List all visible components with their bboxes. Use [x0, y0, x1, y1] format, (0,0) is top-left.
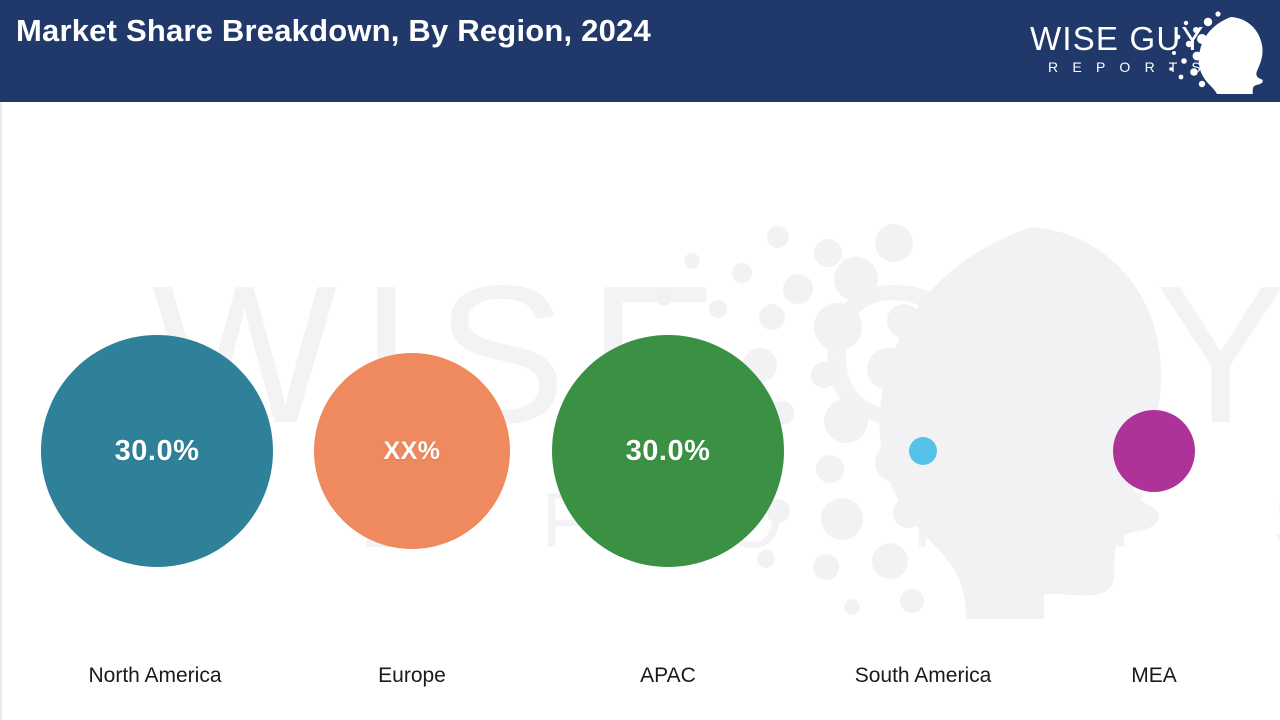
bubble-value-north-america: 30.0%: [114, 434, 200, 467]
chart-canvas: WISE GUY R E P O R T S: [0, 102, 1280, 720]
category-label-europe: Europe: [378, 664, 446, 687]
bubble-value-apac: 30.0%: [625, 434, 711, 467]
bubble-plot: 30.0% XX% 30.0%: [2, 102, 1280, 720]
bubble-europe[interactable]: XX%: [314, 353, 510, 549]
svg-text:R E P O R T S: R E P O R T S: [1048, 59, 1206, 75]
category-label-apac: APAC: [640, 664, 696, 687]
svg-text:WISE GUY: WISE GUY: [1030, 20, 1205, 57]
category-axis: North America Europe APAC South America …: [2, 664, 1280, 698]
bubble-value-europe: XX%: [383, 436, 441, 465]
bubble-north-america[interactable]: 30.0%: [41, 335, 273, 567]
category-label-north-america: North America: [88, 664, 222, 687]
bubble-south-america[interactable]: [909, 437, 937, 465]
wise-guy-reports-logo: WISE GUY R E P O R T S: [1026, 8, 1266, 94]
category-label-south-america: South America: [854, 664, 992, 687]
page-title: Market Share Breakdown, By Region, 2024: [16, 13, 651, 48]
category-label-mea: MEA: [1131, 664, 1177, 687]
page-header: Market Share Breakdown, By Region, 2024 …: [0, 0, 1280, 102]
bubble-apac[interactable]: 30.0%: [552, 335, 784, 567]
bubble-mea[interactable]: [1113, 410, 1195, 492]
